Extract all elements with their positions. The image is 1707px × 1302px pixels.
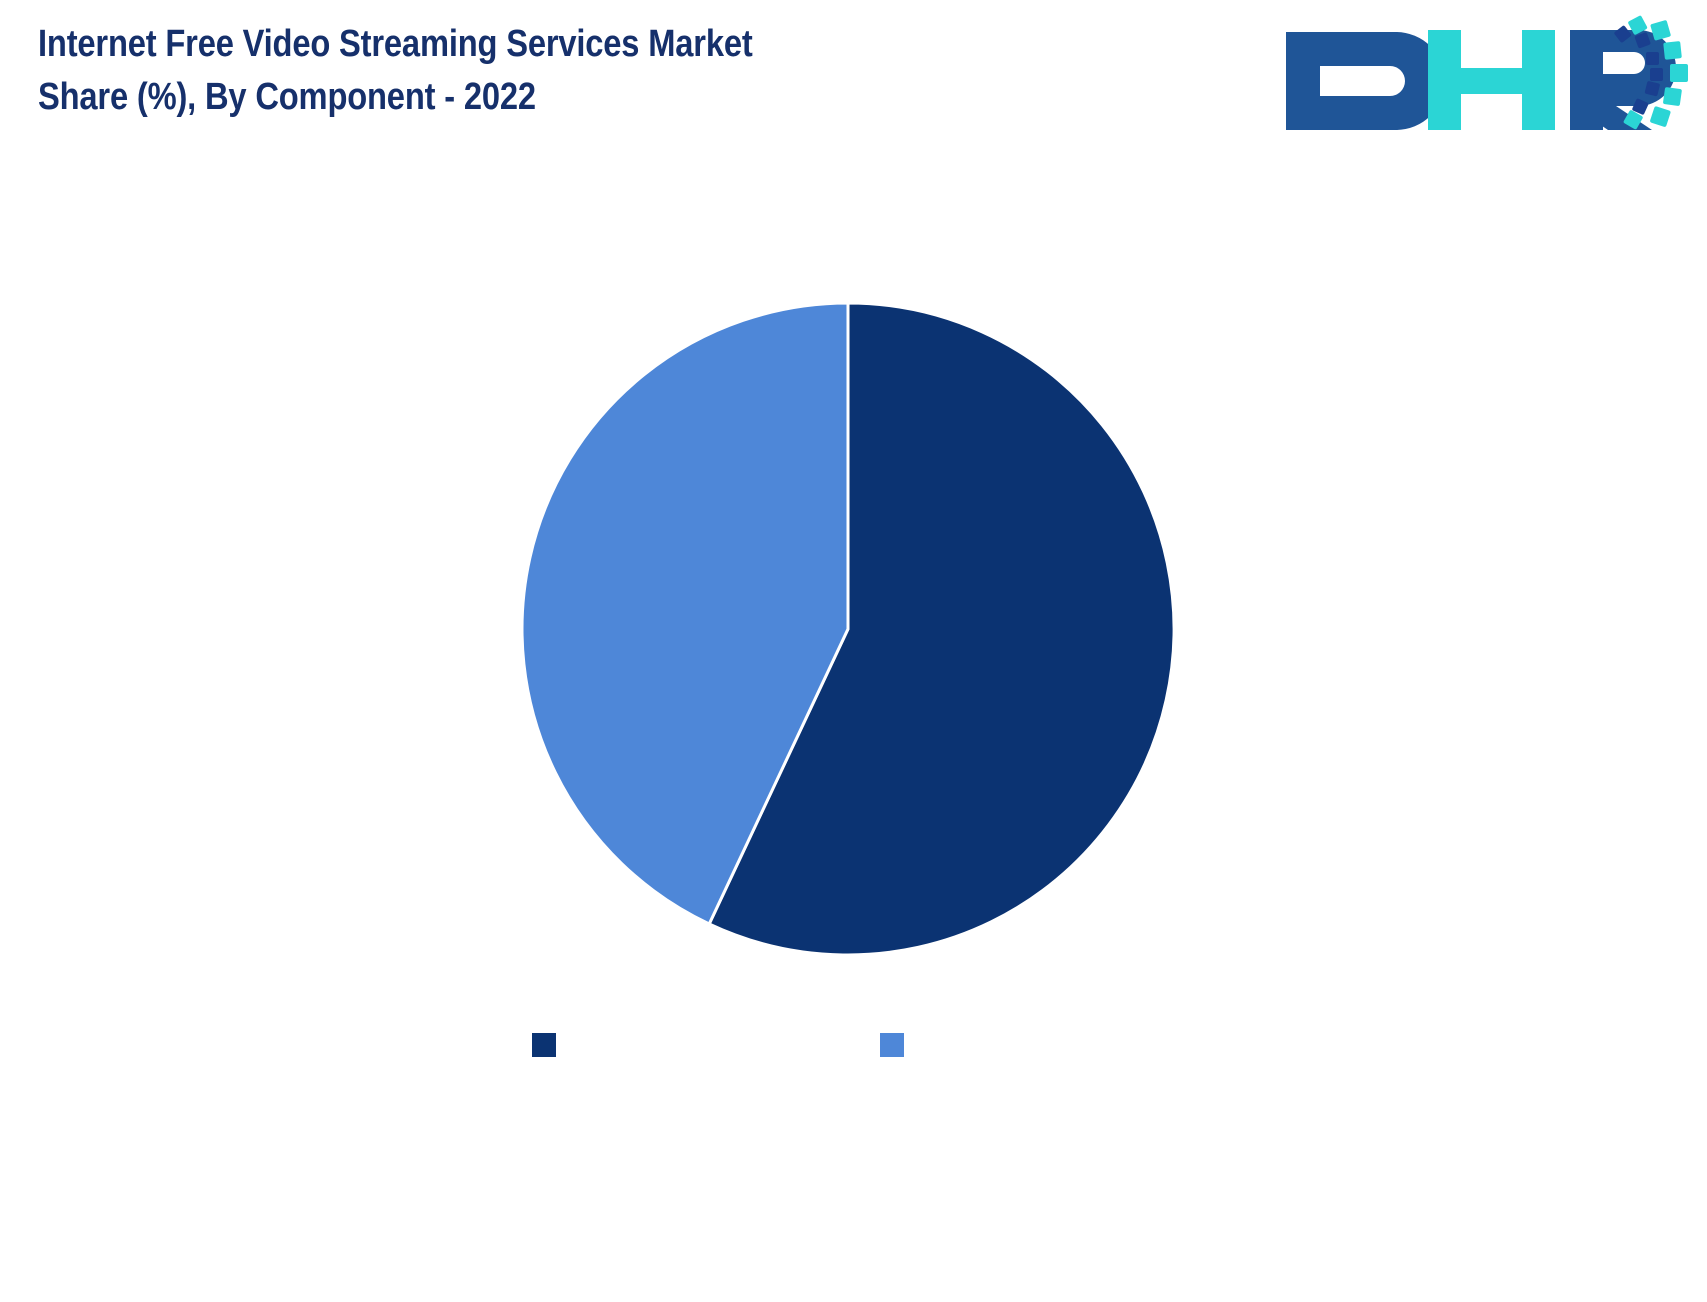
logo-letter-d-icon [1286, 32, 1445, 130]
dhr-logo [1278, 12, 1693, 130]
dhr-logo-mark [1286, 15, 1688, 130]
legend-swatch-series-1 [529, 1030, 559, 1060]
pie-slice[interactable] [520, 301, 850, 926]
page-title: Internet Free Video Streaming Services M… [38, 23, 753, 118]
chart-legend [0, 1030, 1707, 1100]
legend-item-series-2[interactable] [877, 1030, 917, 1090]
pie-slice[interactable] [707, 301, 1176, 957]
legend-item-series-1[interactable] [529, 1030, 569, 1090]
legend-swatch-series-2 [877, 1030, 907, 1060]
logo-burst-icon [1614, 15, 1688, 130]
pie-chart [520, 301, 1176, 957]
chart-header: Internet Free Video Streaming Services M… [0, 0, 1707, 150]
logo-letter-h-icon [1428, 30, 1555, 130]
pie-chart-area [0, 150, 1707, 1010]
pie-slice-group [520, 301, 1176, 957]
